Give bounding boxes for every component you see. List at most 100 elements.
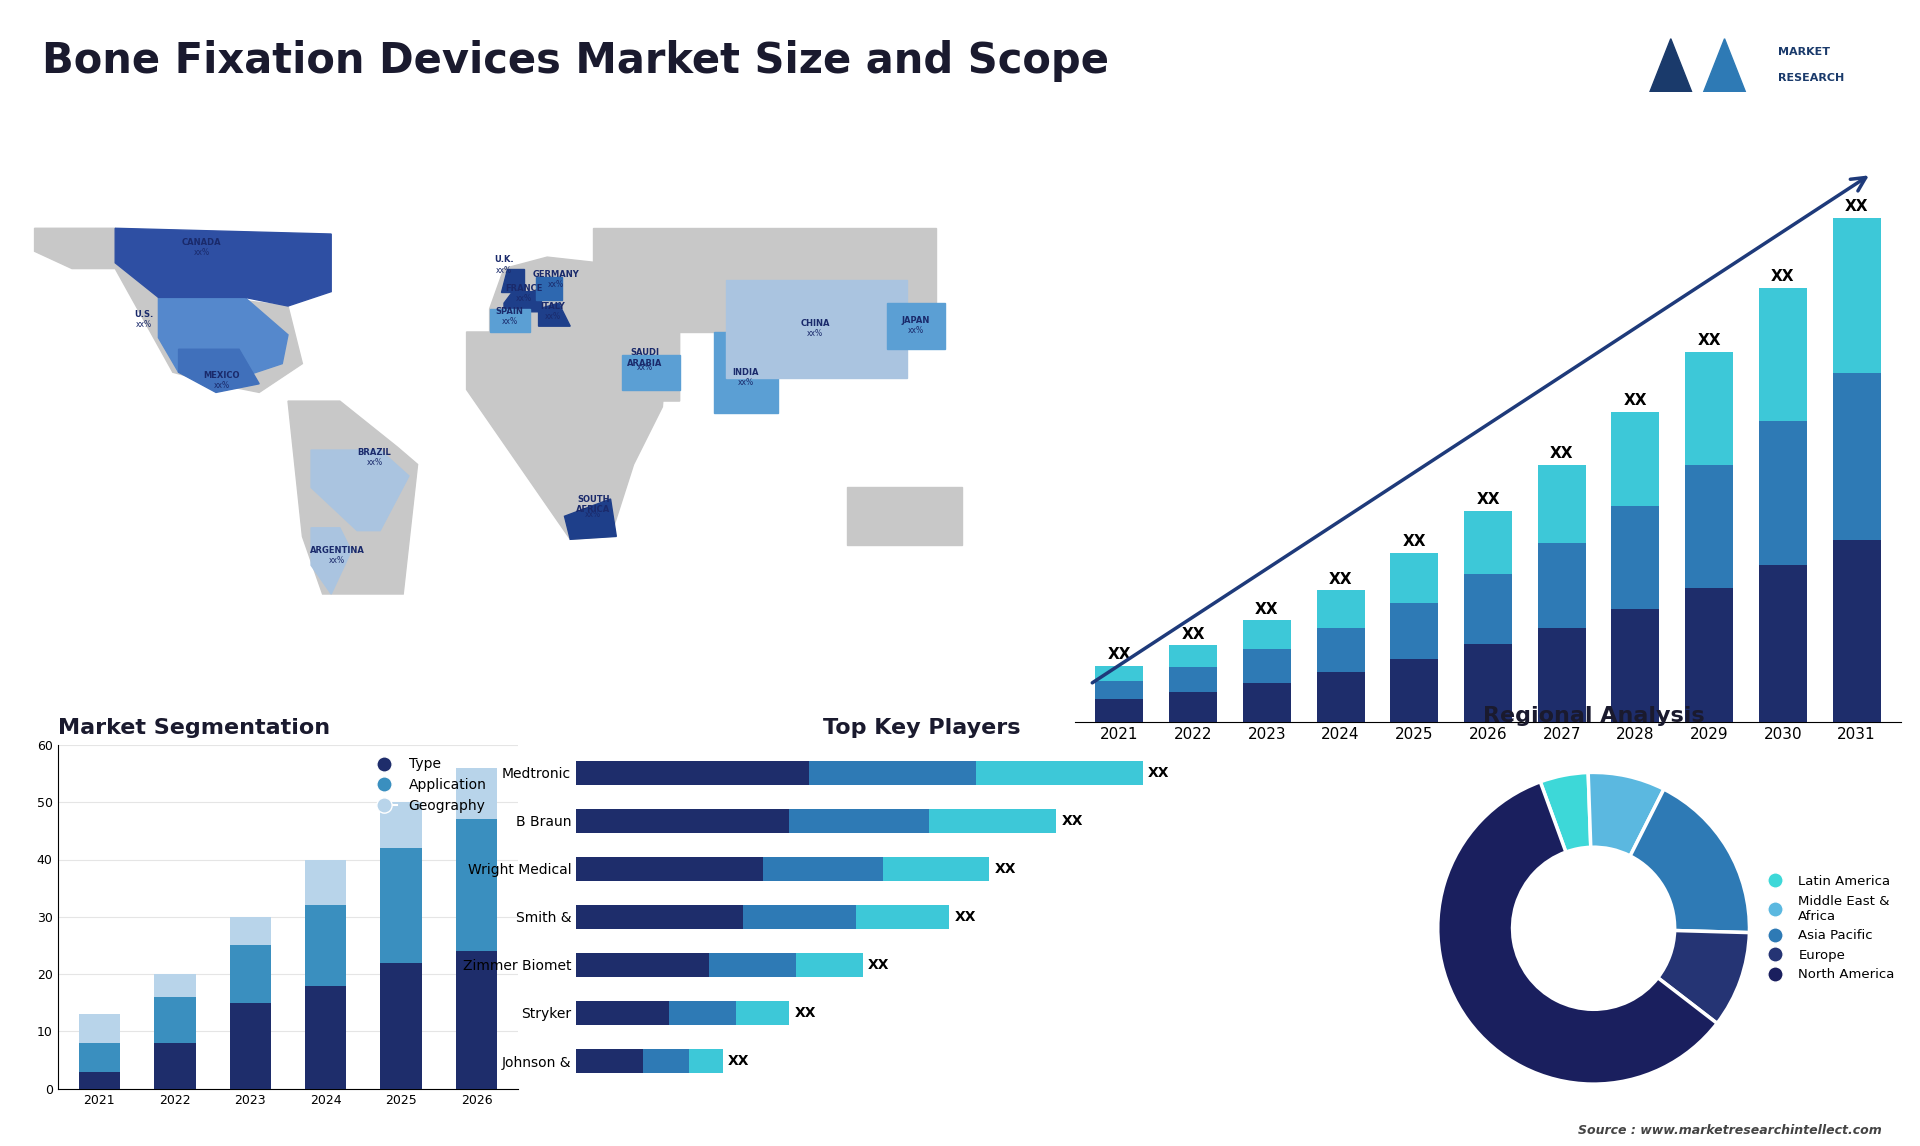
Text: XX: XX	[1256, 602, 1279, 617]
Bar	[230, 917, 271, 945]
Bar	[1611, 507, 1659, 609]
Bar	[576, 905, 743, 928]
Bar	[1686, 465, 1734, 588]
Polygon shape	[1628, 39, 1715, 148]
Polygon shape	[490, 257, 605, 332]
Text: xx%: xx%	[806, 329, 824, 338]
Bar	[230, 945, 271, 1003]
Text: JAPAN: JAPAN	[902, 316, 929, 325]
Bar	[689, 1049, 722, 1073]
Bar	[1242, 620, 1290, 650]
Bar	[380, 848, 422, 963]
Bar	[380, 802, 422, 848]
Text: XX: XX	[1697, 333, 1720, 348]
Text: XX: XX	[1148, 766, 1169, 779]
Text: XX: XX	[728, 1054, 749, 1068]
Polygon shape	[726, 280, 908, 378]
Text: xx%: xx%	[547, 280, 564, 289]
Bar	[380, 963, 422, 1089]
Text: xx%: xx%	[637, 363, 653, 372]
Bar	[1759, 288, 1807, 421]
Wedge shape	[1438, 782, 1716, 1084]
Polygon shape	[501, 268, 524, 291]
Bar	[883, 857, 989, 881]
Bar	[1538, 628, 1586, 722]
Text: XX: XX	[1329, 572, 1352, 587]
Bar	[1096, 699, 1144, 722]
Polygon shape	[35, 228, 303, 392]
Text: CHINA: CHINA	[801, 319, 829, 328]
Text: XX: XX	[1062, 814, 1083, 827]
Bar	[1611, 609, 1659, 722]
Text: xx%: xx%	[737, 378, 755, 387]
Bar	[1096, 681, 1144, 699]
Polygon shape	[1682, 39, 1768, 148]
Text: SPAIN: SPAIN	[495, 307, 524, 316]
Title: Top Key Players: Top Key Players	[824, 717, 1020, 738]
Text: ARGENTINA: ARGENTINA	[309, 547, 365, 556]
Bar	[1317, 590, 1365, 628]
Polygon shape	[311, 450, 409, 531]
Polygon shape	[490, 309, 530, 332]
Bar	[810, 761, 975, 785]
Bar	[79, 1072, 121, 1089]
Bar	[797, 952, 862, 976]
Bar	[1465, 511, 1511, 574]
Bar	[1390, 552, 1438, 603]
Polygon shape	[157, 298, 288, 378]
Bar	[1169, 645, 1217, 667]
Polygon shape	[593, 228, 937, 332]
Polygon shape	[588, 332, 680, 401]
Polygon shape	[311, 528, 351, 594]
Text: XX: XX	[1108, 646, 1131, 661]
Polygon shape	[847, 487, 962, 545]
Bar	[1759, 565, 1807, 722]
Bar	[154, 1043, 196, 1089]
Wedge shape	[1540, 772, 1592, 853]
Text: xx%: xx%	[908, 325, 924, 335]
Bar	[1686, 352, 1734, 465]
Legend: Latin America, Middle East &
Africa, Asia Pacific, Europe, North America: Latin America, Middle East & Africa, Asi…	[1757, 870, 1901, 987]
Bar	[1317, 672, 1365, 722]
Bar	[1317, 628, 1365, 672]
Bar	[1242, 683, 1290, 722]
Text: BRAZIL: BRAZIL	[357, 448, 392, 457]
Text: xx%: xx%	[586, 510, 601, 519]
Text: xx%: xx%	[328, 557, 346, 565]
Bar	[79, 1014, 121, 1043]
Text: XX: XX	[1549, 446, 1574, 461]
Bar	[576, 761, 810, 785]
Bar	[762, 857, 883, 881]
Bar	[455, 951, 497, 1089]
Bar	[455, 768, 497, 819]
Text: CANADA: CANADA	[182, 238, 221, 248]
Bar	[929, 809, 1056, 833]
Text: xx%: xx%	[545, 312, 561, 321]
Polygon shape	[505, 291, 541, 312]
Bar	[1390, 659, 1438, 722]
Bar	[708, 952, 797, 976]
Text: XX: XX	[795, 1006, 816, 1020]
Bar	[789, 809, 929, 833]
Bar	[154, 974, 196, 997]
Text: Bone Fixation Devices Market Size and Scope: Bone Fixation Devices Market Size and Sc…	[42, 40, 1110, 83]
Bar	[1759, 421, 1807, 565]
Bar	[1096, 666, 1144, 681]
Bar	[743, 905, 856, 928]
Wedge shape	[1588, 772, 1665, 856]
Bar	[1832, 540, 1880, 722]
Wedge shape	[1657, 931, 1749, 1023]
Bar	[670, 1000, 735, 1025]
Text: XX: XX	[1770, 269, 1795, 284]
Text: xx%: xx%	[501, 317, 518, 327]
Text: MARKET: MARKET	[1778, 47, 1830, 57]
Text: XX: XX	[954, 910, 975, 924]
Title: Regional Analysis: Regional Analysis	[1482, 706, 1705, 727]
Polygon shape	[179, 350, 259, 392]
Bar	[305, 860, 346, 905]
Text: GERMANY: GERMANY	[532, 269, 580, 278]
Text: xx%: xx%	[213, 380, 230, 390]
Text: RESEARCH: RESEARCH	[1778, 73, 1845, 84]
Bar	[230, 1003, 271, 1089]
Bar	[576, 857, 762, 881]
